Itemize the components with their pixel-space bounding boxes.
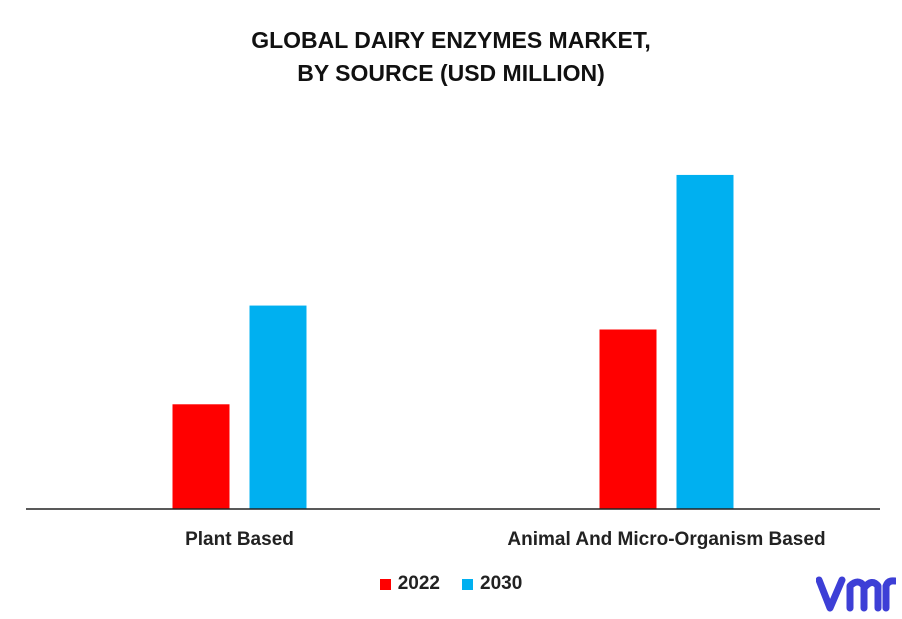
x-tick-label: Animal And Micro-Organism Based	[507, 529, 825, 550]
vmr-logo	[816, 576, 896, 612]
bar-2030-animal-and-micro-organism-based	[676, 174, 734, 510]
chart-title: GLOBAL DAIRY ENZYMES MARKET, BY SOURCE (…	[0, 24, 902, 90]
legend: 2022 2030	[0, 573, 902, 595]
legend-item-2030: 2030	[462, 573, 522, 595]
bar-2022-animal-and-micro-organism-based	[599, 329, 657, 509]
legend-swatch-2022	[379, 578, 391, 590]
bar-2030-plant-based	[249, 305, 307, 509]
legend-label-2022: 2022	[397, 573, 440, 594]
x-tick-label: Plant Based	[185, 529, 294, 550]
legend-item-2022: 2022	[379, 573, 440, 595]
bar-2022-plant-based	[172, 404, 230, 509]
legend-label-2030: 2030	[480, 573, 523, 594]
chart-title-line-2: BY SOURCE (USD MILLION)	[297, 60, 605, 86]
chart-title-line-1: GLOBAL DAIRY ENZYMES MARKET,	[251, 27, 651, 53]
legend-swatch-2030	[462, 578, 473, 590]
